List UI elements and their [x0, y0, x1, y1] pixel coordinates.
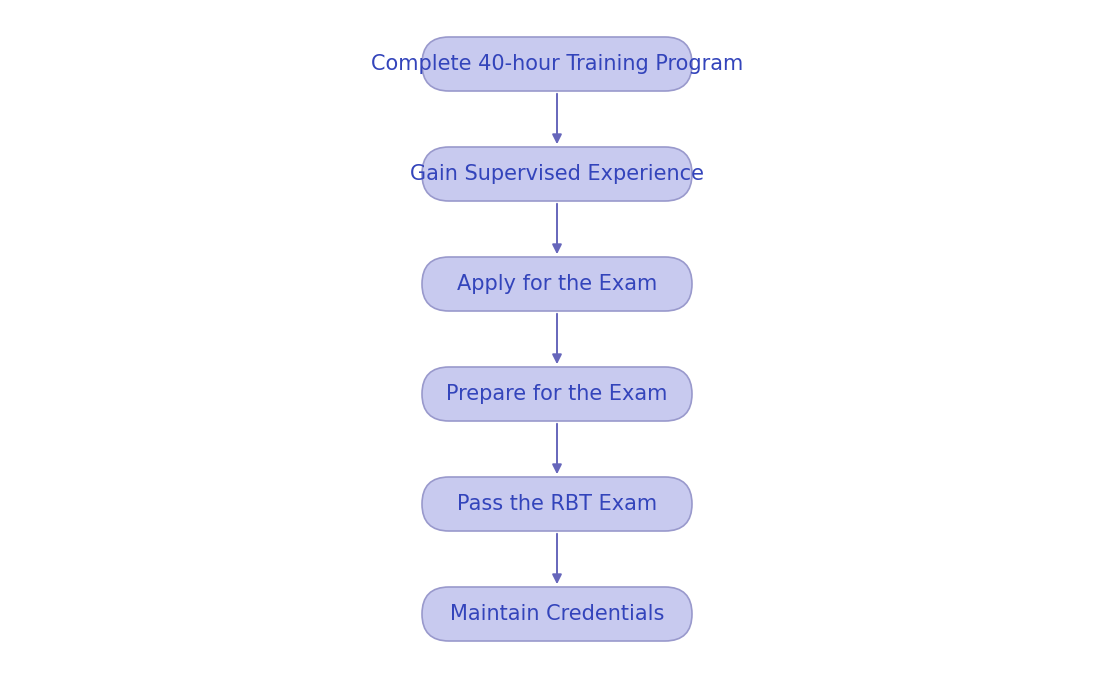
Text: Apply for the Exam: Apply for the Exam	[457, 274, 657, 294]
FancyBboxPatch shape	[422, 37, 692, 91]
FancyBboxPatch shape	[422, 257, 692, 311]
FancyBboxPatch shape	[422, 147, 692, 201]
Text: Maintain Credentials: Maintain Credentials	[450, 604, 664, 624]
FancyBboxPatch shape	[422, 367, 692, 421]
FancyBboxPatch shape	[422, 587, 692, 641]
FancyBboxPatch shape	[422, 477, 692, 531]
Text: Prepare for the Exam: Prepare for the Exam	[446, 384, 668, 404]
Text: Pass the RBT Exam: Pass the RBT Exam	[457, 494, 657, 514]
Text: Complete 40-hour Training Program: Complete 40-hour Training Program	[371, 54, 744, 74]
Text: Gain Supervised Experience: Gain Supervised Experience	[410, 164, 704, 184]
